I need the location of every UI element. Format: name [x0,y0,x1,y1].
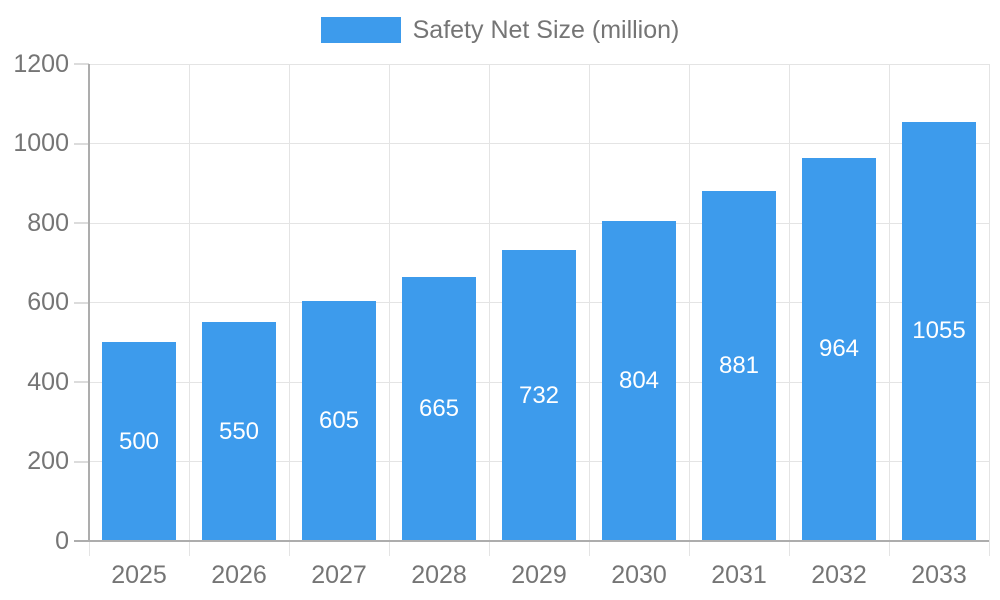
gridline-vertical [588,64,590,556]
y-axis-tick [74,222,89,224]
y-axis-tick-label: 200 [27,447,69,475]
gridline-vertical [888,64,890,556]
y-axis-tick [74,63,89,65]
y-axis-tick [74,381,89,383]
bar-value-label: 550 [218,417,260,445]
bar-value-label: 964 [818,335,860,363]
bar-value-label: 605 [318,406,360,434]
gridline-vertical [288,64,290,556]
gridline-vertical [488,64,490,556]
gridline-horizontal [89,143,989,144]
y-axis-tick [74,301,89,304]
bar-value-label: 732 [518,381,560,409]
bar-2026[interactable]: 550 [202,322,276,541]
x-axis-tick-label-2033: 2033 [911,561,967,589]
y-axis-tick-label: 1000 [13,129,69,157]
y-axis-tick-label: 1200 [13,49,69,78]
bar-2029[interactable]: 732 [502,250,576,541]
x-axis-line [74,540,989,542]
gridline-vertical [688,64,690,556]
bar-2028[interactable]: 665 [402,276,476,541]
x-axis-tick-label-2027: 2027 [311,561,367,589]
legend: Safety Net Size (million) [0,17,1000,43]
bar-value-label: 881 [718,351,760,379]
bar-value-label: 665 [418,394,460,422]
bar-2030[interactable]: 804 [602,221,676,541]
y-axis-tick-label: 0 [55,526,69,555]
x-axis-tick-label-2032: 2032 [811,561,867,589]
y-axis-tick [74,142,89,145]
legend-swatch [320,17,401,43]
bar-2027[interactable]: 605 [302,300,376,541]
y-axis-tick-label: 800 [27,208,69,237]
x-axis-tick-label-2025: 2025 [111,561,167,589]
bar-2031[interactable]: 881 [702,190,776,541]
x-axis-tick-label-2031: 2031 [711,561,767,589]
gridline-vertical [988,64,990,556]
bar-value-label: 804 [618,367,660,395]
bar-value-label: 500 [118,427,160,455]
x-axis-tick-label-2026: 2026 [211,561,267,589]
bar-value-label: 1055 [912,317,966,345]
legend-item-safety-net-size[interactable]: Safety Net Size (million) [320,16,680,44]
x-axis-tick-label-2029: 2029 [511,561,567,589]
y-axis-tick-label: 600 [27,288,69,316]
y-axis-line [88,64,90,541]
bar-2033[interactable]: 1055 [902,121,976,541]
bar-2025[interactable]: 500 [102,342,176,541]
gridline-horizontal [89,222,989,224]
y-axis-tick [74,460,89,463]
x-axis-tick-label-2028: 2028 [411,561,467,589]
y-axis-tick-label: 400 [27,367,69,396]
gridline-vertical [788,64,790,556]
bar-2032[interactable]: 964 [802,157,876,541]
gridline-vertical [188,64,190,556]
x-axis-tick-label-2030: 2030 [611,561,667,589]
gridline-vertical [388,64,390,556]
gridline-horizontal [89,63,989,65]
legend-label: Safety Net Size (million) [412,16,680,44]
